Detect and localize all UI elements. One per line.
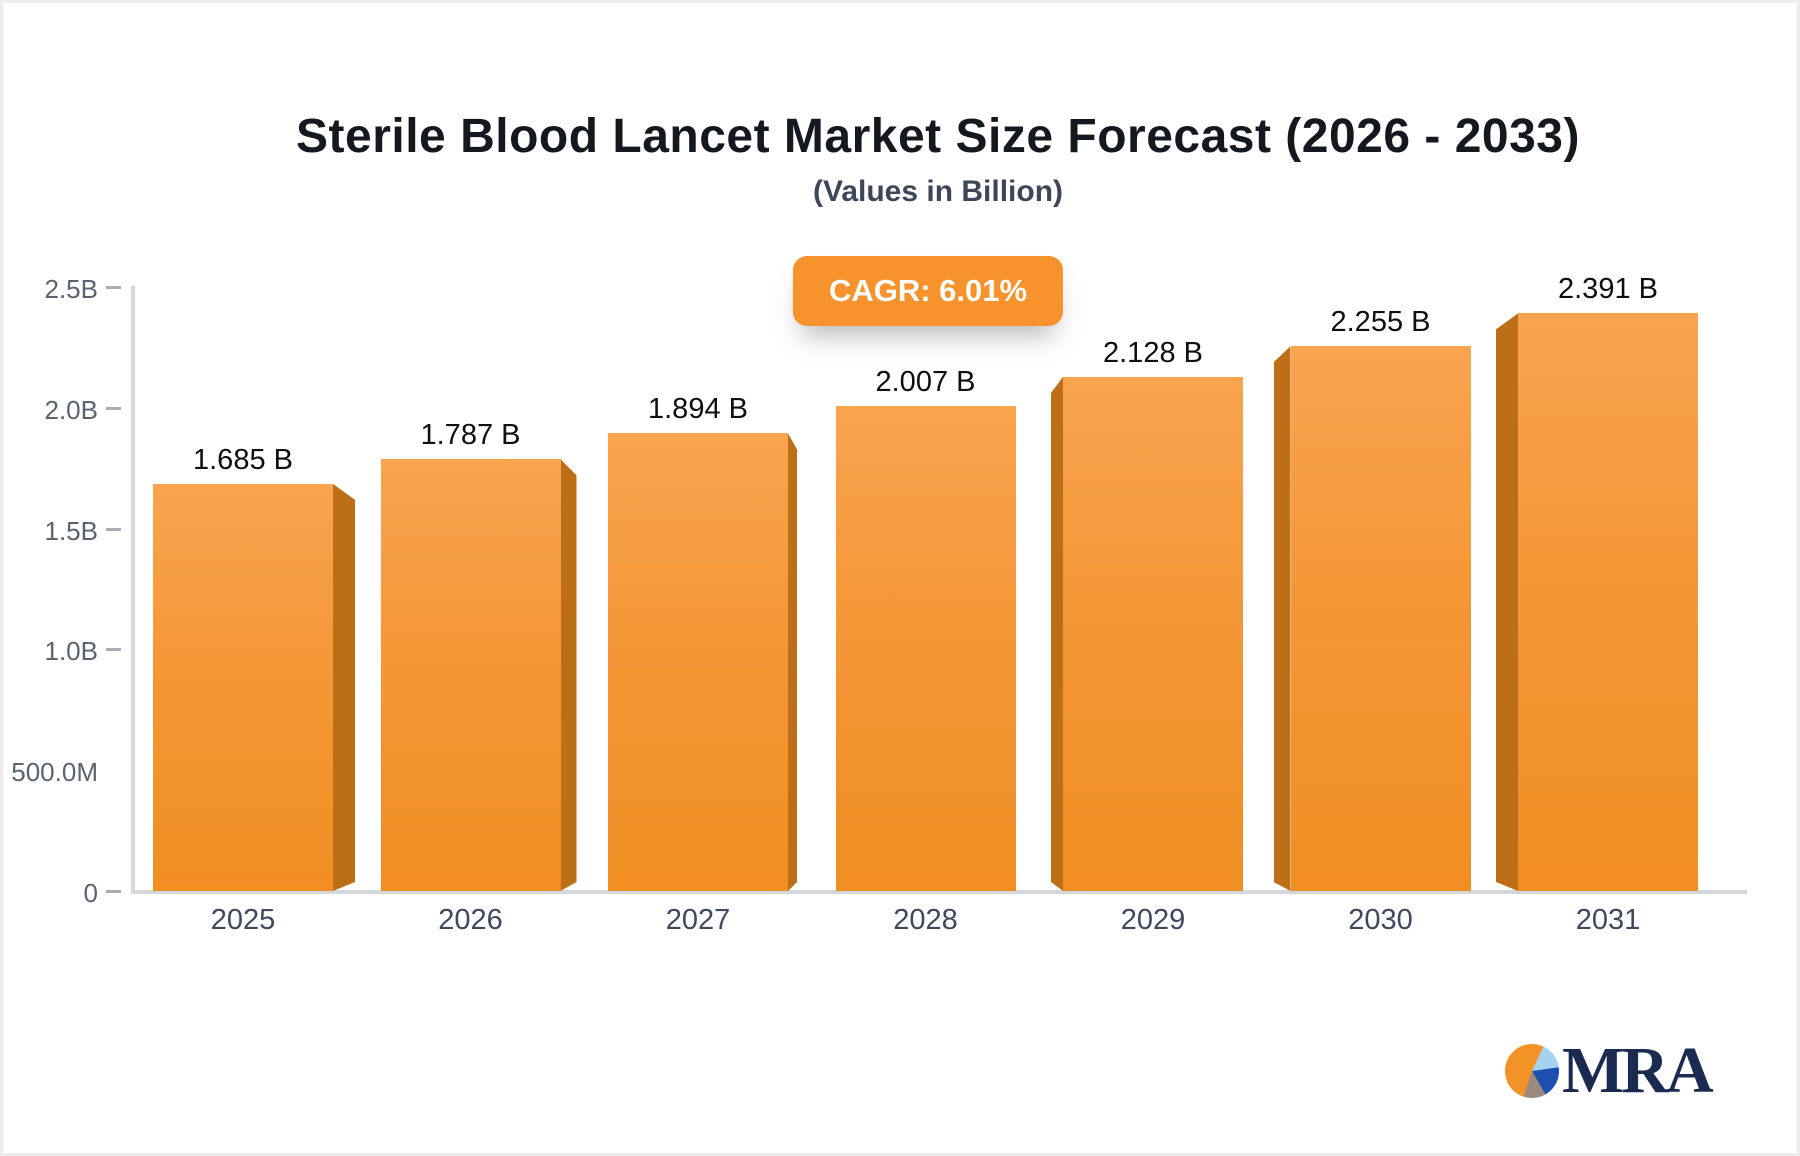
x-axis-baseline	[131, 890, 1747, 894]
chart-subtitle: (Values in Billion)	[812, 175, 1064, 208]
bar-front-face	[835, 406, 1016, 891]
bar-side-face	[788, 433, 797, 891]
logo-text: MRA	[1562, 1034, 1714, 1107]
x-axis-label-2025: 2025	[210, 904, 276, 936]
bar-value-label: 2.128 B	[1103, 336, 1203, 369]
y-axis-line	[131, 286, 135, 892]
bar-side-face	[1274, 346, 1291, 891]
chart-title: Sterile Blood Lancet Market Size Forecas…	[296, 110, 1580, 163]
y-tick-dash	[106, 648, 121, 652]
x-axis-label-2029: 2029	[1120, 904, 1186, 936]
y-tick-label: 2.5B	[44, 274, 99, 304]
bar-front-face	[1518, 313, 1698, 891]
y-tick-label: 500.0M	[11, 757, 98, 788]
bar-value-label: 2.007 B	[875, 366, 976, 399]
y-tick-dash	[106, 406, 121, 410]
bar-value-label: 2.255 B	[1330, 306, 1431, 339]
bar-front-face	[608, 433, 788, 891]
bar-side-face	[1496, 313, 1518, 891]
bar-front-face	[1063, 376, 1243, 891]
y-tick-dash	[106, 890, 121, 893]
y-tick-label: 0	[83, 878, 98, 908]
bar-value-label: 1.894 B	[648, 393, 748, 426]
y-tick-label: 2.0B	[44, 394, 99, 425]
pie-logo-icon	[1505, 1044, 1559, 1098]
y-tick-label: 1.0B	[44, 636, 99, 667]
mra-logo: MRA	[1505, 1034, 1714, 1107]
bar-front-face	[380, 459, 561, 891]
bar-side-face	[1051, 377, 1063, 891]
bar-front-face	[153, 483, 333, 891]
bar-value-label: 1.787 B	[420, 419, 521, 452]
x-axis-label-2031: 2031	[1575, 904, 1641, 936]
bar-value-label: 1.685 B	[193, 443, 293, 476]
y-tick-dash	[106, 286, 121, 289]
y-tick-dash	[106, 527, 121, 531]
bar-side-face	[333, 484, 355, 891]
bar-side-face	[561, 459, 577, 891]
x-axis-label-2028: 2028	[893, 904, 958, 936]
x-axis-label-2026: 2026	[438, 904, 503, 936]
bar-value-label: 2.391 B	[1558, 273, 1658, 306]
bar-front-face	[1290, 346, 1471, 891]
x-axis-label-2027: 2027	[665, 904, 731, 936]
cagr-badge: CAGR: 6.01%	[792, 256, 1064, 326]
x-axis-label-2030: 2030	[1348, 904, 1413, 936]
y-tick-label: 1.5B	[44, 515, 99, 546]
